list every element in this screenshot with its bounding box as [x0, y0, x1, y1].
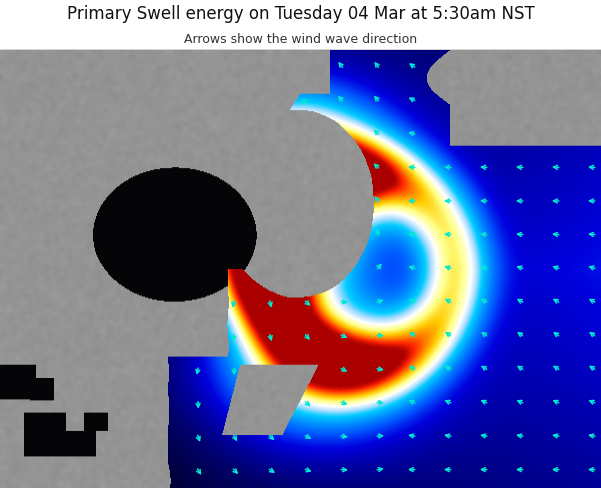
Text: Primary Swell energy on Tuesday 04 Mar at 5:30am NST: Primary Swell energy on Tuesday 04 Mar a… — [67, 5, 534, 23]
Text: Arrows show the wind wave direction: Arrows show the wind wave direction — [184, 33, 417, 45]
